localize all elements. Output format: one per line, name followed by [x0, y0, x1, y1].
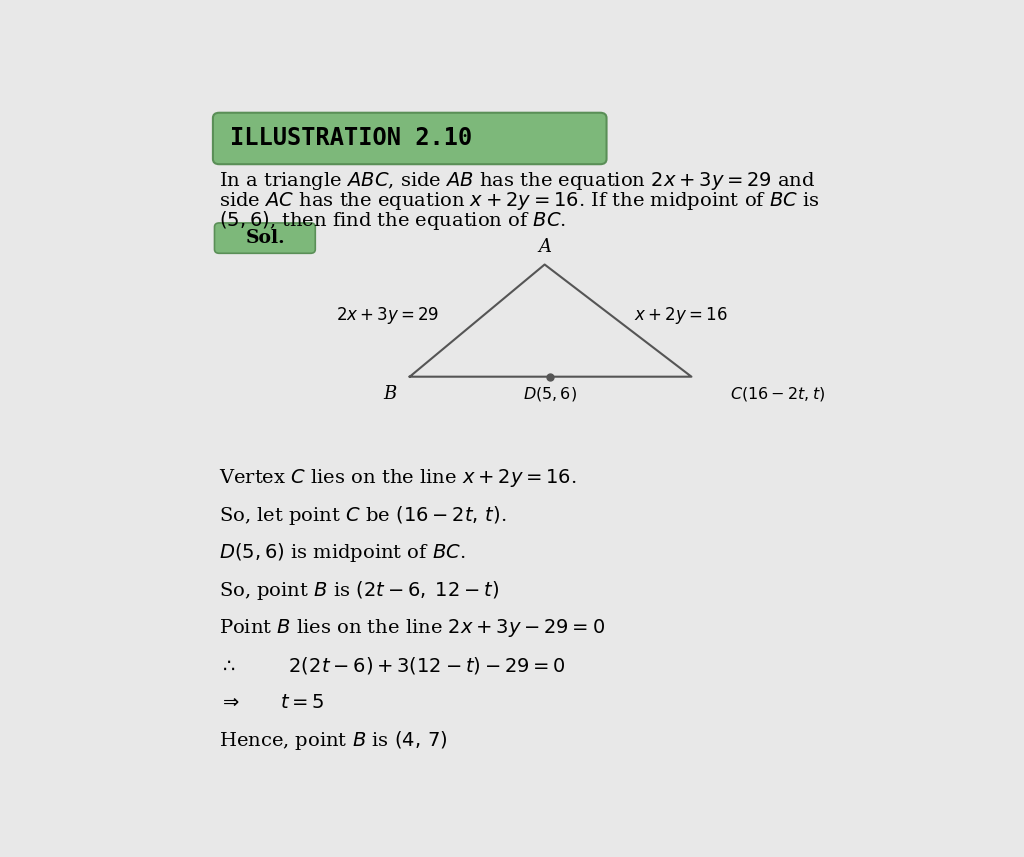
Text: side $\mathit{AC}$ has the equation $x+2y=16$. If the midpoint of $\mathit{BC}$ : side $\mathit{AC}$ has the equation $x+2…: [219, 189, 820, 212]
Text: $\therefore$        $2(2t-6)+3(12-t)-29=0$: $\therefore$ $2(2t-6)+3(12-t)-29=0$: [219, 656, 566, 676]
Text: $D(5,6)$: $D(5,6)$: [523, 386, 578, 404]
Text: In a triangle $\mathit{ABC}$, side $\mathit{AB}$ has the equation $2x+3y=29$ and: In a triangle $\mathit{ABC}$, side $\mat…: [219, 170, 815, 192]
Text: Sol.: Sol.: [246, 229, 285, 247]
Text: So, point $B$ is $(2t-6,\;12-t)$: So, point $B$ is $(2t-6,\;12-t)$: [219, 579, 500, 602]
Text: $x+2y=16$: $x+2y=16$: [634, 305, 728, 326]
Text: So, let point $C$ be $(16-2t,\,t)$.: So, let point $C$ be $(16-2t,\,t)$.: [219, 504, 507, 527]
Text: $C(16-2t,t)$: $C(16-2t,t)$: [729, 386, 824, 404]
Text: B: B: [383, 385, 396, 403]
Text: ILLUSTRATION 2.10: ILLUSTRATION 2.10: [229, 126, 472, 150]
Text: Vertex $C$ lies on the line $x+2y=16$.: Vertex $C$ lies on the line $x+2y=16$.: [219, 467, 577, 488]
Text: $(5,6)$, then find the equation of $\mathit{BC}$.: $(5,6)$, then find the equation of $\mat…: [219, 209, 566, 231]
Text: $\Rightarrow$      $t=5$: $\Rightarrow$ $t=5$: [219, 694, 325, 712]
Text: Hence, point $B$ is $(4,\,7)$: Hence, point $B$ is $(4,\,7)$: [219, 729, 447, 752]
FancyBboxPatch shape: [213, 113, 606, 165]
Text: Point $B$ lies on the line $2x+3y-29=0$: Point $B$ lies on the line $2x+3y-29=0$: [219, 617, 605, 639]
Text: $D(5,6)$ is midpoint of $\mathit{BC}$.: $D(5,6)$ is midpoint of $\mathit{BC}$.: [219, 542, 466, 565]
Text: $2x+3y=29$: $2x+3y=29$: [336, 305, 439, 326]
FancyBboxPatch shape: [214, 223, 315, 254]
Text: A: A: [539, 238, 551, 256]
